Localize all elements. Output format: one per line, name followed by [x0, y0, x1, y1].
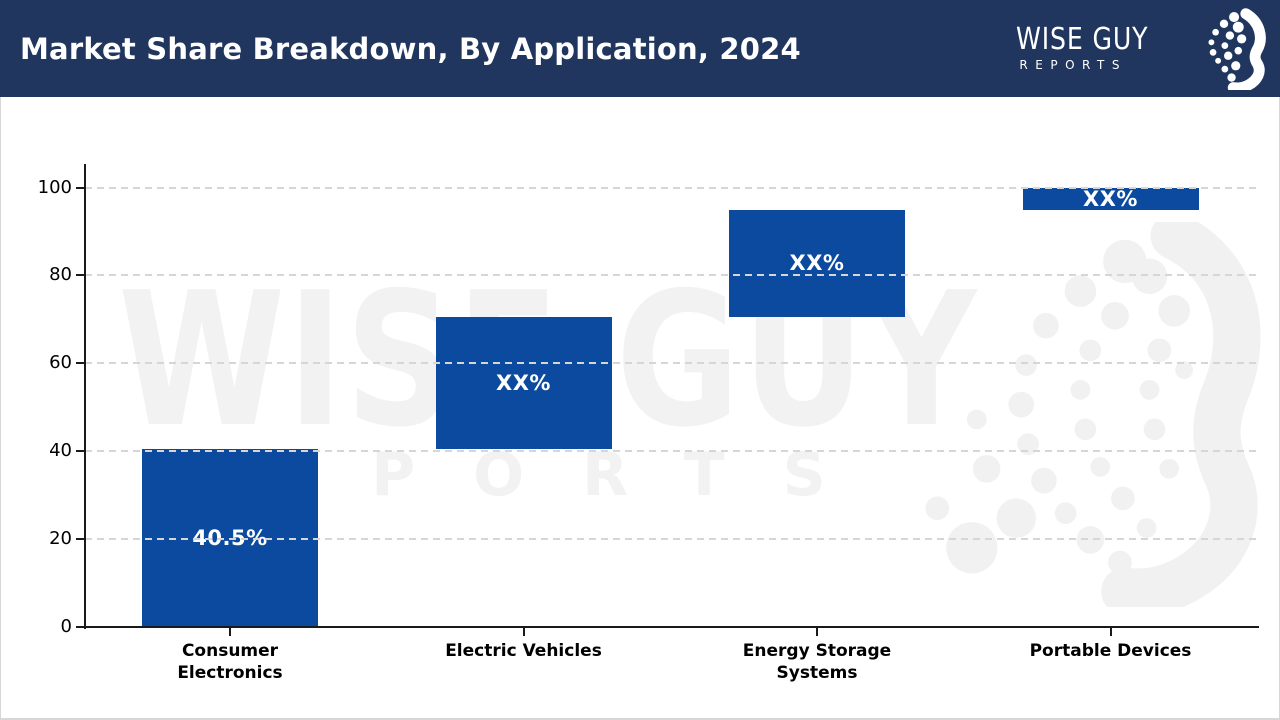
x-axis-tick — [816, 628, 818, 636]
gridline — [85, 274, 1258, 277]
logo-subtext: REPORTS — [1019, 58, 1127, 72]
bar-value-label: XX% — [1083, 186, 1138, 211]
logo: WISE GUY REPORTS — [1016, 6, 1266, 92]
y-axis-tick-label: 60 — [49, 352, 72, 374]
bar-energy-storage-systems: XX% — [729, 209, 905, 318]
gridline — [85, 186, 1258, 189]
y-axis-tick-label: 0 — [60, 616, 72, 637]
x-axis-tick — [229, 628, 231, 636]
y-axis-tick — [76, 626, 85, 628]
x-axis-category-label: Portable Devices — [1029, 641, 1192, 661]
y-axis-line — [84, 164, 86, 629]
gridline — [85, 362, 1258, 365]
x-axis-category-label: Energy Storage Systems — [742, 641, 892, 683]
bar-consumer-electronics: 40.5% — [142, 449, 318, 627]
y-axis-tick — [76, 450, 85, 453]
y-axis-tick-label: 80 — [49, 264, 72, 286]
x-axis-category-label: Consumer Electronics — [177, 641, 283, 683]
watermark-face-icon — [925, 222, 1261, 607]
logo-wordmark: WISE GUY — [1016, 22, 1149, 57]
y-axis-tick — [76, 538, 85, 541]
bar-portable-devices: XX% — [1022, 186, 1199, 211]
bar-value-label: XX% — [496, 371, 551, 396]
y-axis-tick-label: 20 — [49, 528, 72, 550]
x-axis-tick — [522, 628, 525, 636]
x-axis-line — [84, 626, 1259, 628]
page-title: Market Share Breakdown, By Application, … — [20, 31, 801, 66]
y-axis-tick-label: 100 — [37, 176, 72, 198]
x-axis-category-label: Electric Vehicles — [445, 641, 602, 661]
y-axis-tick — [76, 274, 85, 277]
y-axis-tick — [76, 186, 85, 189]
gridline — [85, 450, 1258, 453]
y-axis-tick — [76, 362, 85, 365]
header-bar: Market Share Breakdown, By Application, … — [0, 0, 1280, 97]
x-axis-tick — [1109, 628, 1112, 636]
gridline — [85, 538, 1258, 541]
bar-electric-vehicles: XX% — [435, 317, 612, 450]
logo-face-icon — [1208, 8, 1266, 90]
bar-value-label: XX% — [789, 251, 845, 276]
logo-text: WISE GUY REPORTS — [1016, 22, 1174, 72]
y-axis-tick-label: 40 — [49, 440, 72, 462]
bar-value-label: 40.5% — [192, 526, 268, 550]
